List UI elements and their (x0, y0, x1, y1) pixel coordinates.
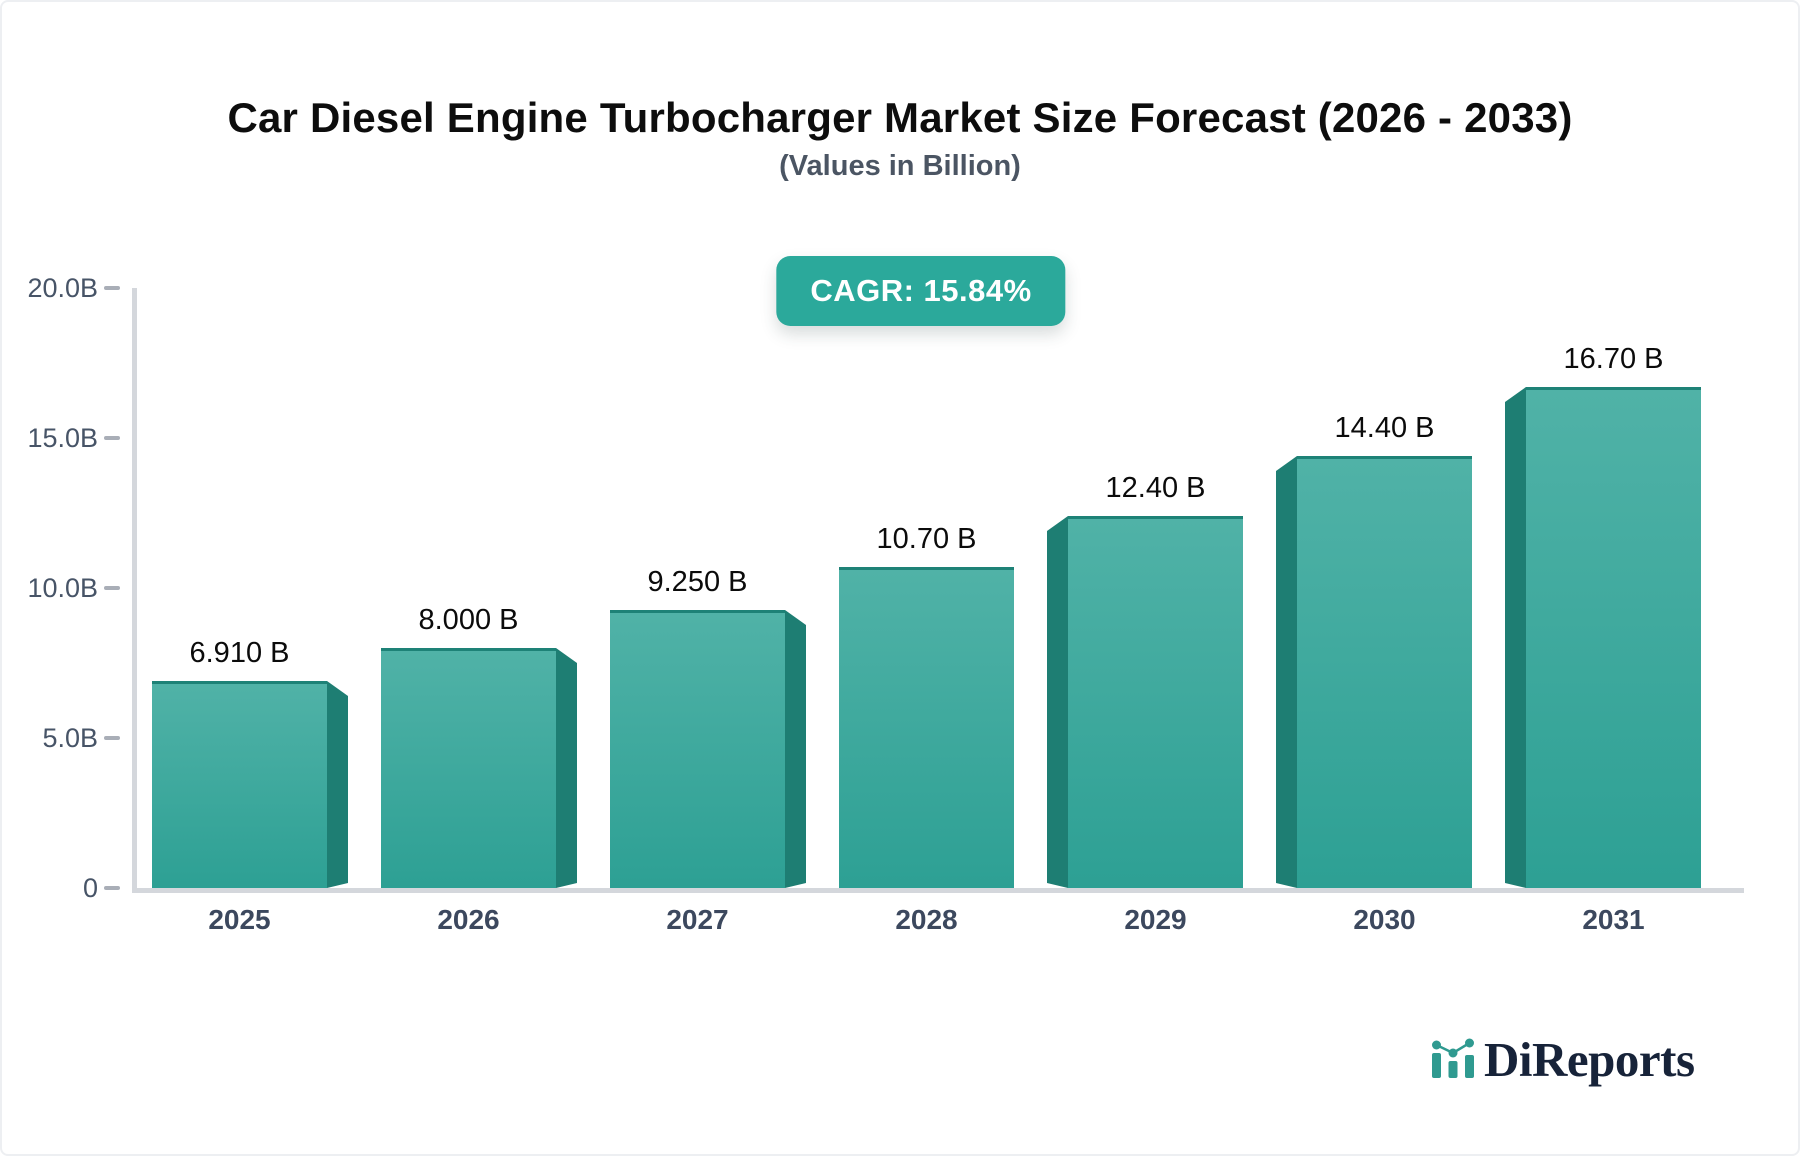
chart-subtitle: (Values in Billion) (779, 150, 1021, 182)
y-axis-tick-label: 10.0B (27, 573, 98, 603)
bar-value-label: 10.70 B (876, 523, 977, 555)
direports-logo: DiReports (1430, 1034, 1695, 1085)
x-axis-label: 2025 (208, 904, 271, 935)
y-axis-tick-label: 15.0B (27, 423, 98, 453)
x-axis-label: 2026 (437, 904, 500, 935)
y-axis-tick-mark (104, 586, 120, 590)
y-axis-tick-mark (104, 436, 120, 440)
y-axis-tick-mark (104, 736, 120, 740)
y-axis-tick-mark (104, 286, 120, 290)
y-axis-tick-label: 0 (82, 873, 98, 903)
x-axis-label: 2030 (1353, 904, 1416, 935)
chart-title: Car Diesel Engine Turbocharger Market Si… (227, 94, 1573, 141)
bar-2029 (1068, 516, 1243, 888)
bar-value-label: 16.70 B (1563, 343, 1664, 375)
bar-2025 (152, 681, 327, 888)
bar-2030 (1297, 456, 1472, 888)
x-axis-line (132, 888, 1744, 893)
bar-side-panel (556, 648, 577, 888)
x-axis-label: 2027 (666, 904, 729, 935)
bar-side-panel (1276, 456, 1297, 888)
bar-side-panel (1505, 387, 1526, 888)
y-axis-line (132, 288, 137, 888)
bar-side-panel (1047, 516, 1068, 888)
bar-value-label: 6.910 B (189, 637, 290, 669)
bar-value-label: 12.40 B (1105, 472, 1206, 504)
bar-side-panel (785, 610, 806, 888)
bar-2026 (381, 648, 556, 888)
bar-value-label: 14.40 B (1334, 412, 1435, 444)
y-axis-tick-label: 5.0B (42, 723, 98, 753)
bar-2031 (1526, 387, 1701, 888)
direports-logo-text: DiReports (1484, 1031, 1695, 1087)
bar-2027 (610, 610, 785, 888)
bar-side-panel (327, 681, 348, 888)
x-axis-label: 2028 (895, 904, 958, 935)
y-axis-tick-label: 20.0B (27, 273, 98, 303)
x-axis-label: 2029 (1124, 904, 1187, 935)
cagr-badge: CAGR: 15.84% (776, 256, 1066, 326)
bar-2028 (839, 567, 1014, 888)
x-axis-label: 2031 (1582, 904, 1645, 935)
bar-value-label: 9.250 B (647, 566, 748, 598)
y-axis-tick-mark (104, 886, 120, 890)
bar-value-label: 8.000 B (418, 604, 519, 636)
mini-bar-chart-icon (1430, 1034, 1476, 1085)
